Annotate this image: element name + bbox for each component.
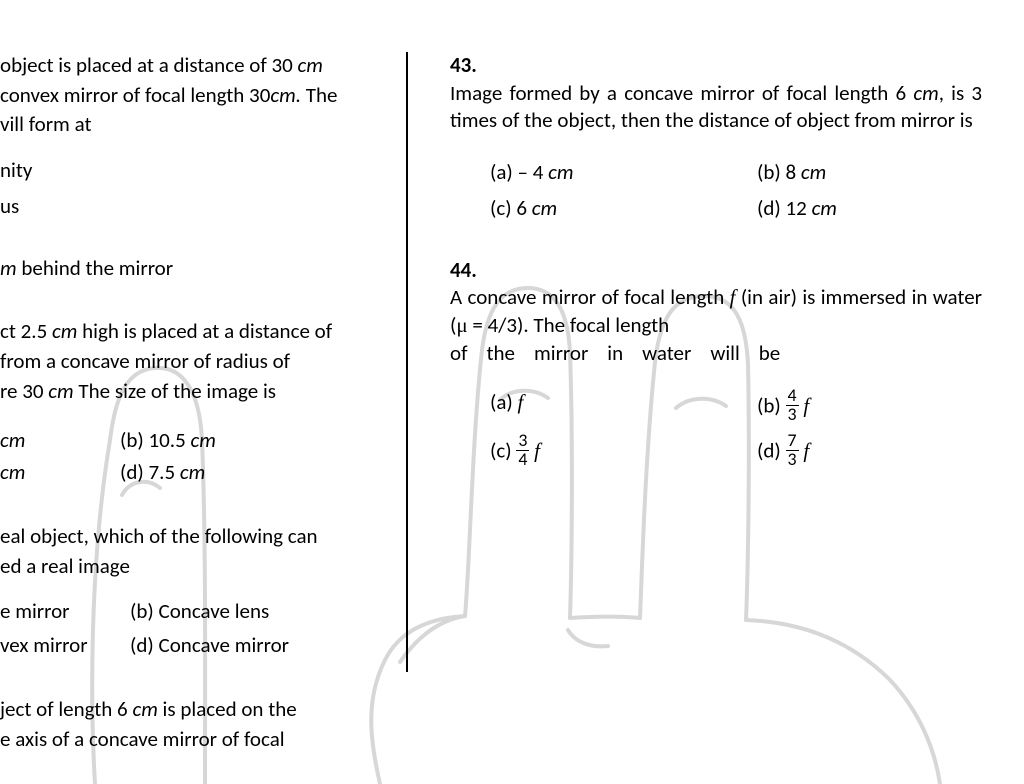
q44-opt-a: (a) f	[490, 389, 757, 426]
q40-stem: object is placed at a distance of 30 cm …	[0, 52, 388, 139]
q41-stem: ct 2.5 cm high is placed at a distance o…	[0, 318, 388, 405]
q40-opt-c	[0, 229, 388, 247]
q41-options: cm (b) 10.5 cm cm (d) 7.5 cm	[0, 427, 388, 486]
q44-number: 44.	[450, 257, 488, 285]
q43: 43. Image formed by a concave mirror of …	[450, 52, 1024, 231]
q41-opt-d: (d) 7.5 cm	[120, 459, 205, 487]
q42-opt-c: vex mirror	[0, 632, 130, 660]
q44-stem: A concave mirror of focal length f (in a…	[450, 284, 982, 367]
q40-options: nity us m behind the mirror	[0, 157, 388, 290]
q43-opt-d: (d) 12 cm	[757, 195, 1024, 223]
q45-stem: ject of length 6 cm is placed on the e a…	[0, 696, 388, 753]
q42-options: e mirror (b) Concave lens vex mirror (d)…	[0, 598, 388, 659]
q43-opt-a: (a) – 4 cm	[490, 159, 757, 187]
q40-opt-d: m behind the mirror	[0, 255, 388, 283]
q43-number: 43.	[450, 52, 488, 80]
right-column: 43. Image formed by a concave mirror of …	[408, 52, 1024, 784]
q42-stem: eal object, which of the following can e…	[0, 523, 388, 580]
q43-stem: Image formed by a concave mirror of foca…	[450, 80, 982, 135]
q40-opt-a: nity	[0, 157, 388, 185]
q40-opt-b: us	[0, 193, 388, 221]
page-content: object is placed at a distance of 30 cm …	[0, 0, 1024, 784]
left-column: object is placed at a distance of 30 cm …	[0, 52, 406, 784]
q43-options: (a) – 4 cm (b) 8 cm (c) 6 cm (d) 12 cm	[490, 159, 1024, 230]
q42-opt-a: e mirror	[0, 598, 130, 626]
q42-opt-b: (b) Concave lens	[130, 598, 269, 626]
q44: 44. A concave mirror of focal length f (…	[450, 257, 1024, 479]
q41-opt-b: (b) 10.5 cm	[120, 427, 216, 455]
q44-opt-b: (b) 43 f	[757, 389, 1024, 426]
q41-opt-a: cm	[0, 427, 120, 455]
q44-opt-d: (d) 73 f	[757, 434, 1024, 471]
q42-opt-d: (d) Concave mirror	[130, 632, 289, 660]
q43-opt-c: (c) 6 cm	[490, 195, 757, 223]
q43-opt-b: (b) 8 cm	[757, 159, 1024, 187]
q41-opt-c: cm	[0, 459, 120, 487]
q44-options: (a) f (b) 43 f (c) 34 f (d) 73 f	[490, 389, 1024, 478]
q44-opt-c: (c) 34 f	[490, 434, 757, 471]
